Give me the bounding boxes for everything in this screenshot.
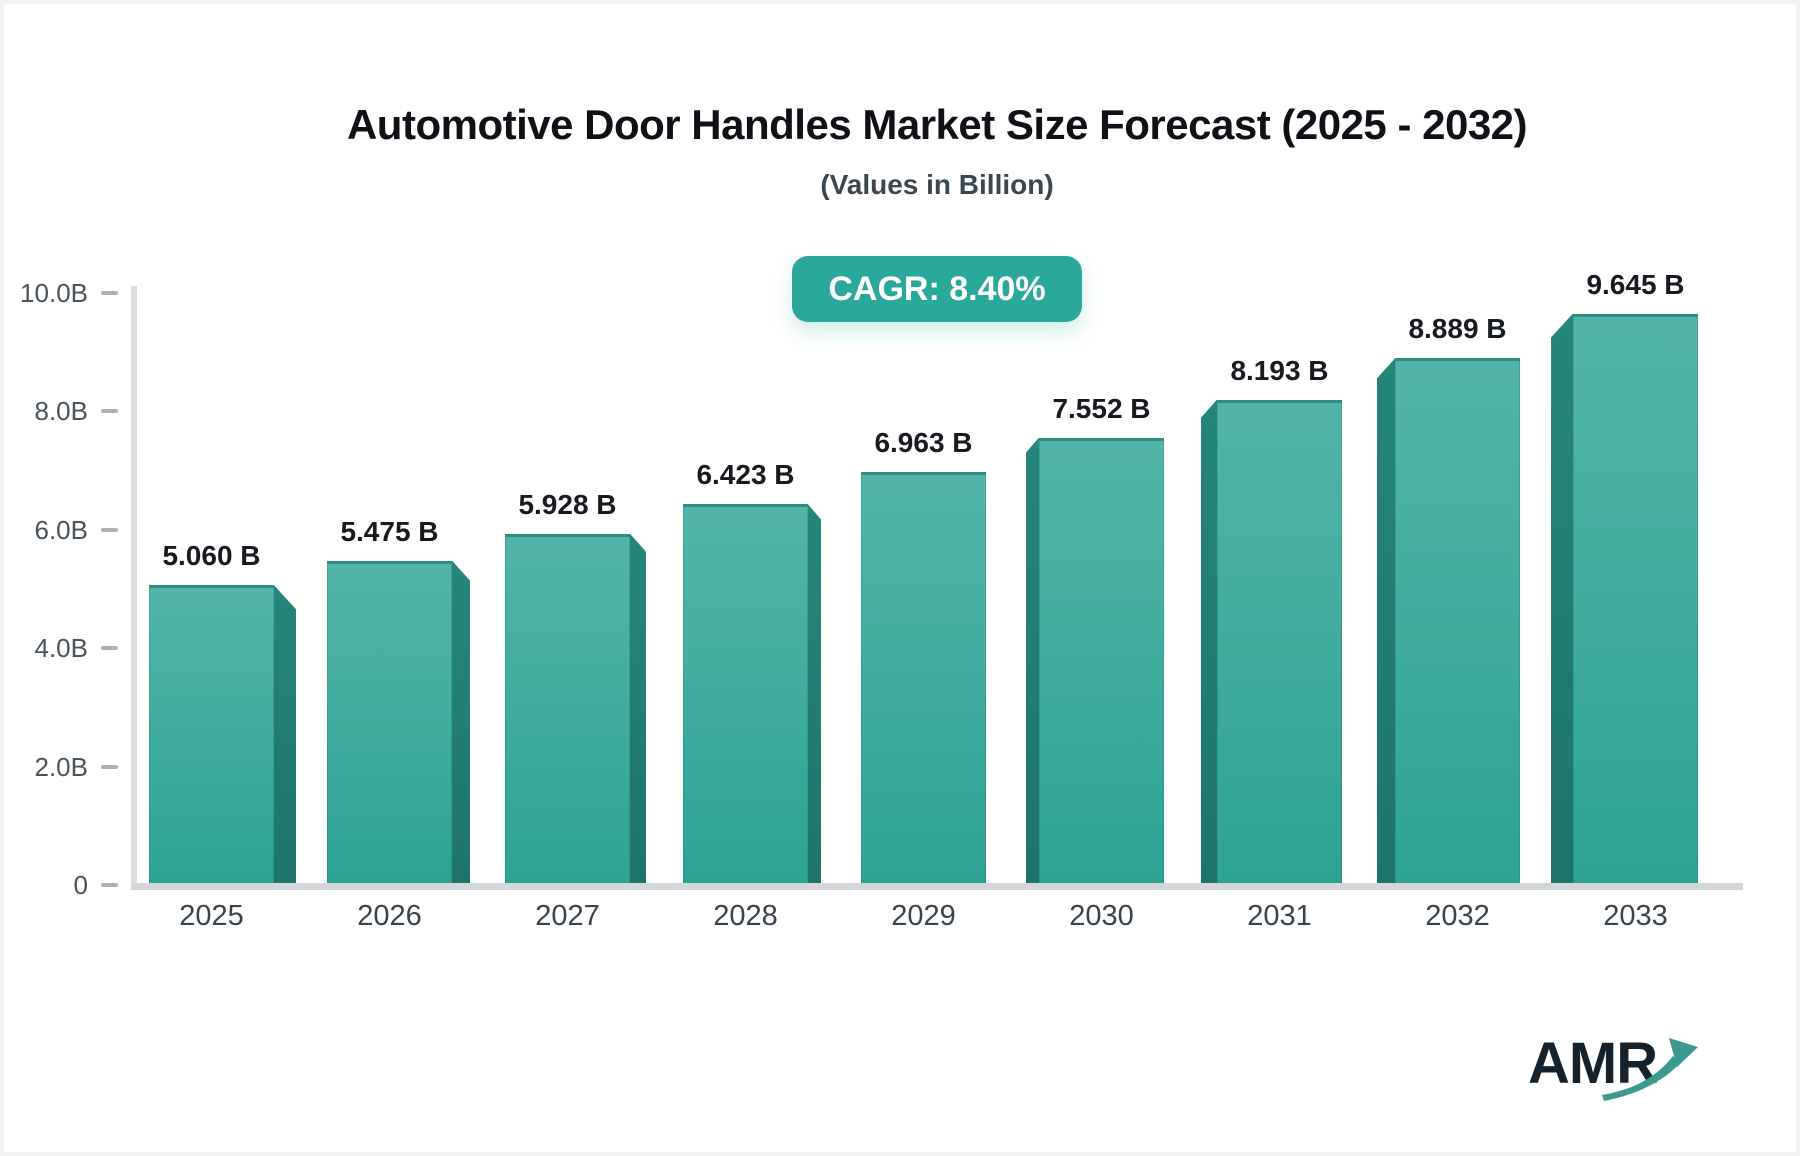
bar-value-label: 6.963 B: [874, 427, 973, 459]
bar-2028: [683, 504, 821, 883]
bar-side-3d: [808, 504, 821, 883]
bar-face: [1573, 313, 1698, 883]
bar-2030: [1026, 437, 1164, 883]
y-tick-label: 0: [73, 870, 88, 900]
y-tick-label: 4.0B: [34, 633, 89, 663]
bar-side-3d: [1201, 399, 1217, 883]
chart-subtitle: (Values in Billion): [820, 169, 1054, 200]
bar-side-3d: [452, 560, 470, 883]
bar-2027: [505, 533, 646, 883]
growth-arrow-icon: [1602, 1038, 1698, 1101]
y-tick-mark: [101, 409, 118, 413]
y-tick-mark: [101, 290, 118, 295]
bar-2026: [327, 560, 470, 883]
bar-face: [149, 585, 274, 883]
bar-value-label: 5.475 B: [340, 515, 439, 547]
y-tick-label: 8.0B: [34, 396, 89, 426]
y-tick-mark: [101, 883, 118, 887]
y-tick-label: 6.0B: [34, 514, 89, 545]
cagr-badge: CAGR: 8.40%: [792, 256, 1082, 322]
bar-side-3d: [274, 585, 296, 883]
bar-side-3d: [1377, 358, 1395, 883]
bar-value-label: 5.060 B: [162, 540, 261, 572]
bar-face: [1039, 437, 1164, 883]
bar-2033: [1551, 313, 1698, 883]
chart-title: Automotive Door Handles Market Size Fore…: [346, 101, 1528, 148]
bar-face: [1217, 399, 1342, 883]
bar-2025: [149, 585, 296, 883]
x-tick-label: 2032: [1425, 900, 1490, 932]
bar-face: [861, 472, 986, 883]
x-tick-label: 2027: [535, 900, 600, 932]
x-tick-label: 2028: [713, 900, 778, 932]
chart-header: Automotive Door Handles Market Size Fore…: [131, 100, 1743, 322]
y-tick-mark: [101, 764, 118, 769]
x-tick-label: 2025: [179, 900, 244, 932]
bar-face: [327, 560, 452, 883]
y-tick-mark: [101, 527, 118, 532]
bar-face: [1395, 358, 1520, 883]
bar-value-label: 8.889 B: [1408, 313, 1507, 345]
bar-value-label: 8.193 B: [1230, 354, 1329, 386]
bar-side-3d: [1551, 313, 1573, 883]
x-tick-label: 2029: [891, 900, 956, 932]
x-tick-label: 2026: [357, 900, 422, 932]
bar-value-label: 5.928 B: [518, 488, 617, 520]
bar-value-label: 7.552 B: [1052, 392, 1151, 424]
y-axis-line: [131, 286, 137, 890]
bar-value-label: 9.645 B: [1586, 268, 1685, 300]
bar-face: [683, 504, 808, 883]
y-tick-label: 10.0B: [20, 277, 88, 308]
x-tick-label: 2031: [1247, 900, 1312, 932]
x-axis-line: [131, 883, 1743, 890]
x-tick-label: 2030: [1069, 900, 1134, 932]
amr-logo: AMR: [1528, 1034, 1718, 1114]
y-tick-label: 2.0B: [34, 751, 89, 782]
bar-2031: [1201, 399, 1342, 883]
x-tick-label: 2033: [1603, 900, 1668, 932]
amr-logo-text: AMR: [1528, 1031, 1658, 1096]
bar-face: [505, 533, 630, 883]
bar-side-3d: [1026, 437, 1039, 883]
y-tick-mark: [101, 646, 118, 650]
bar-value-label: 6.423 B: [696, 459, 795, 491]
bar-2032: [1377, 358, 1520, 883]
bar-side-3d: [630, 533, 646, 883]
bar-2029: [861, 472, 986, 883]
